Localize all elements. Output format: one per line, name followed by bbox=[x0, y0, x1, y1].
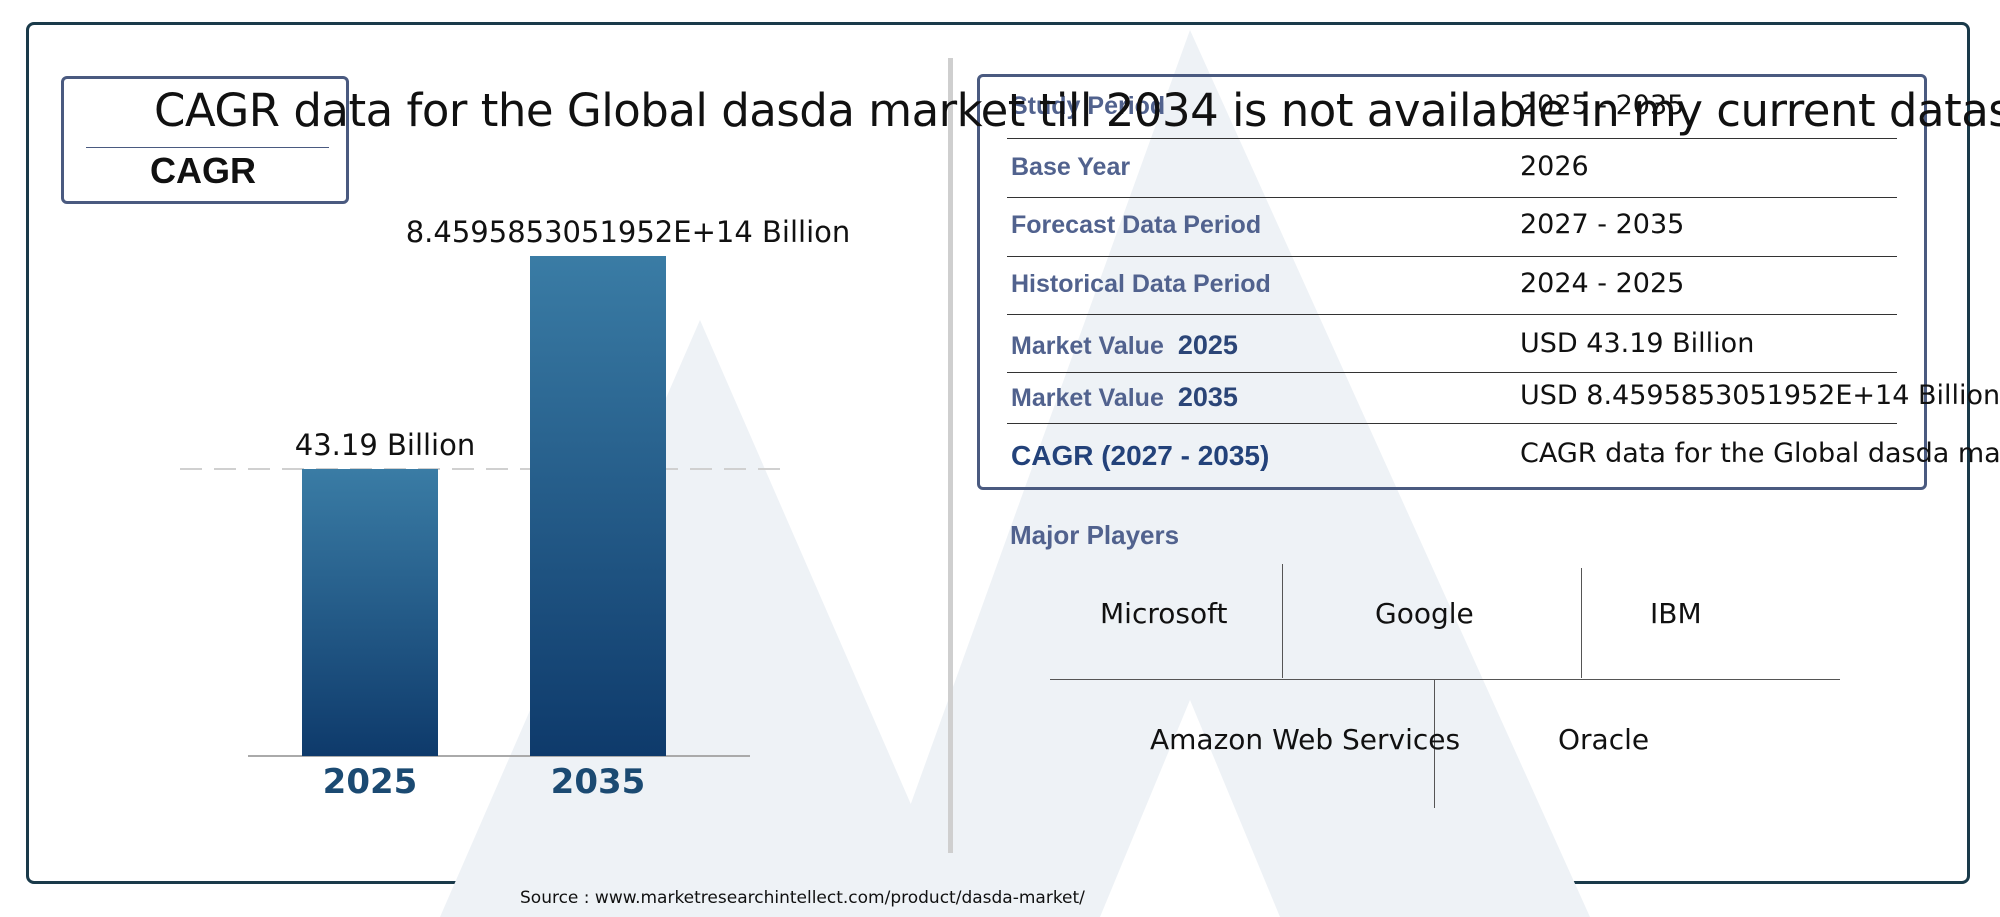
players-divider-v3 bbox=[1434, 680, 1435, 808]
info-value-2: 2027 - 2035 bbox=[1520, 209, 1685, 240]
info-value-5: USD 8.4595853051952E+14 Billion bbox=[1520, 380, 2000, 411]
info-label-3: Historical Data Period bbox=[1011, 270, 1271, 299]
bar-data-label: 43.19 Billion bbox=[295, 428, 476, 462]
info-value-0: 2025 - 2035 bbox=[1520, 90, 1685, 121]
x-tick-label: 2035 bbox=[551, 762, 646, 802]
info-label-5: Market Value 2035 bbox=[1011, 382, 1238, 413]
x-tick-label: 2025 bbox=[323, 762, 418, 802]
info-label-text: Market Value bbox=[1011, 332, 1164, 360]
info-row-divider bbox=[1007, 372, 1897, 373]
info-label-1: Base Year bbox=[1011, 153, 1130, 182]
cagr-box bbox=[61, 76, 349, 204]
info-label-text: CAGR (2027 - 2035) bbox=[1011, 440, 1270, 471]
info-label-text: Market Value bbox=[1011, 384, 1164, 412]
info-label-2: Forecast Data Period bbox=[1011, 211, 1261, 240]
player-ibm: IBM bbox=[1650, 597, 1702, 630]
panel-divider bbox=[948, 58, 953, 853]
info-value-1: 2026 bbox=[1520, 151, 1589, 182]
info-row-divider bbox=[1007, 197, 1897, 198]
players-divider-v1 bbox=[1282, 564, 1283, 678]
info-label-text: Base Year bbox=[1011, 153, 1131, 181]
players-divider-v2 bbox=[1581, 568, 1582, 678]
player-google: Google bbox=[1375, 597, 1474, 630]
info-row-divider bbox=[1007, 256, 1897, 257]
cagr-headline: CAGR data for the Global dasda market ti… bbox=[154, 84, 2000, 137]
players-divider-h bbox=[1050, 679, 1840, 680]
market-info-box bbox=[977, 74, 1927, 490]
info-label-text: Study Period bbox=[1011, 92, 1166, 120]
info-value-4: USD 43.19 Billion bbox=[1520, 328, 1755, 359]
info-label-year: 2035 bbox=[1177, 382, 1238, 412]
info-label-year: 2025 bbox=[1177, 330, 1238, 360]
info-value-6: CAGR data for the Global dasda market bbox=[1520, 438, 2000, 469]
source-note: Source : www.marketresearchintellect.com… bbox=[520, 888, 1085, 908]
info-row-divider bbox=[1007, 138, 1897, 139]
bar-data-label: 8.4595853051952E+14 Billion bbox=[406, 215, 851, 249]
player-amazon-web-services: Amazon Web Services bbox=[1150, 723, 1461, 756]
info-label-4: Market Value 2025 bbox=[1011, 330, 1238, 361]
cagr-label: CAGR bbox=[150, 150, 256, 191]
info-label-0: Study Period bbox=[1011, 92, 1165, 121]
bar-2025 bbox=[302, 469, 438, 756]
info-value-3: 2024 - 2025 bbox=[1520, 268, 1685, 299]
major-players-title: Major Players bbox=[1010, 520, 1180, 550]
info-row-divider bbox=[1007, 314, 1897, 315]
cagr-box-rule bbox=[86, 147, 329, 148]
info-label-text: Historical Data Period bbox=[1011, 270, 1271, 298]
player-oracle: Oracle bbox=[1558, 723, 1650, 756]
bar-2035 bbox=[530, 256, 666, 756]
player-microsoft: Microsoft bbox=[1100, 597, 1228, 630]
info-label-6: CAGR (2027 - 2035) bbox=[1011, 440, 1269, 472]
info-label-text: Forecast Data Period bbox=[1011, 211, 1262, 239]
info-row-divider bbox=[1007, 423, 1897, 424]
